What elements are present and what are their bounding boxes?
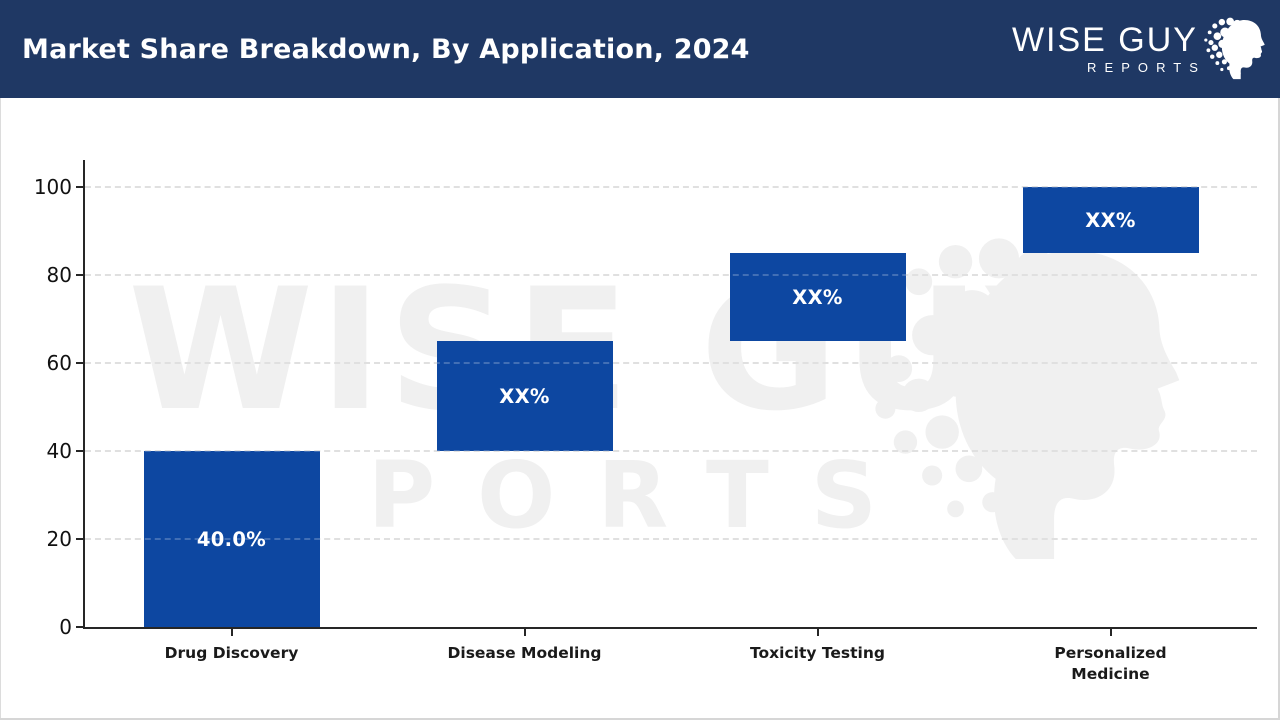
- x-category-label: Personalized Medicine: [1054, 644, 1167, 683]
- y-tick-label: 60: [46, 351, 72, 375]
- page-title: Market Share Breakdown, By Application, …: [22, 33, 750, 65]
- logo-head-icon: [1204, 17, 1265, 80]
- gridline: [85, 186, 1257, 188]
- bar-3: XX%: [1022, 187, 1199, 253]
- bar-value-label: 40.0%: [196, 527, 267, 551]
- y-tick-mark: [76, 186, 83, 188]
- frame-right-edge: [1278, 98, 1280, 720]
- frame-bottom-edge: [0, 718, 1280, 720]
- y-tick-mark: [76, 450, 83, 452]
- x-tick-mark: [523, 629, 526, 636]
- bar-value-label: XX%: [1085, 208, 1136, 232]
- y-tick-label: 40: [46, 439, 72, 463]
- y-tick-mark: [76, 626, 83, 628]
- y-tick-mark: [76, 362, 83, 364]
- x-category-label: Toxicity Testing: [750, 644, 885, 662]
- gridline-overlay: [85, 362, 1257, 364]
- frame-left-edge: [0, 98, 1, 720]
- gridline-overlay: [85, 538, 1257, 540]
- gridline-overlay: [85, 450, 1257, 452]
- x-category-label: Drug Discovery: [164, 644, 299, 662]
- x-tick-mark: [230, 629, 233, 636]
- y-tick-label: 0: [59, 615, 72, 639]
- chart-plot-area: WISE GUY REPORTS 0 20 40 60 80 100 40.0% Drug D…: [0, 98, 1280, 720]
- x-tick-mark: [1109, 629, 1112, 636]
- y-tick-label: 80: [46, 263, 72, 287]
- y-tick-label: 20: [46, 527, 72, 551]
- header-bar: Market Share Breakdown, By Application, …: [0, 0, 1280, 98]
- bar-value-label: XX%: [499, 384, 550, 408]
- bar-value-label: XX%: [792, 285, 843, 309]
- y-tick-mark: [76, 538, 83, 540]
- bar-2: XX%: [729, 253, 906, 341]
- gridline-overlay: [85, 274, 1257, 276]
- wiseguy-logo: WISE GUY REPORTS: [1012, 6, 1280, 92]
- gridline: [85, 274, 1257, 276]
- logo-text: WISE GUY REPORTS: [1012, 23, 1198, 75]
- y-tick-mark: [76, 274, 83, 276]
- x-category-label: Disease Modeling: [447, 644, 602, 662]
- gridline-overlay: [85, 186, 1257, 188]
- x-axis-spine: [83, 627, 1257, 629]
- gridline: [85, 538, 1257, 540]
- y-axis-spine: [83, 160, 85, 629]
- bar-0: 40.0%: [143, 451, 320, 627]
- bar-1: XX%: [436, 341, 613, 451]
- gridline: [85, 450, 1257, 452]
- logo-subtitle: REPORTS: [1087, 60, 1207, 75]
- gridline: [85, 362, 1257, 364]
- logo-wordmark: WISE GUY: [1011, 21, 1198, 59]
- y-tick-label: 100: [33, 175, 72, 199]
- x-tick-mark: [816, 629, 819, 636]
